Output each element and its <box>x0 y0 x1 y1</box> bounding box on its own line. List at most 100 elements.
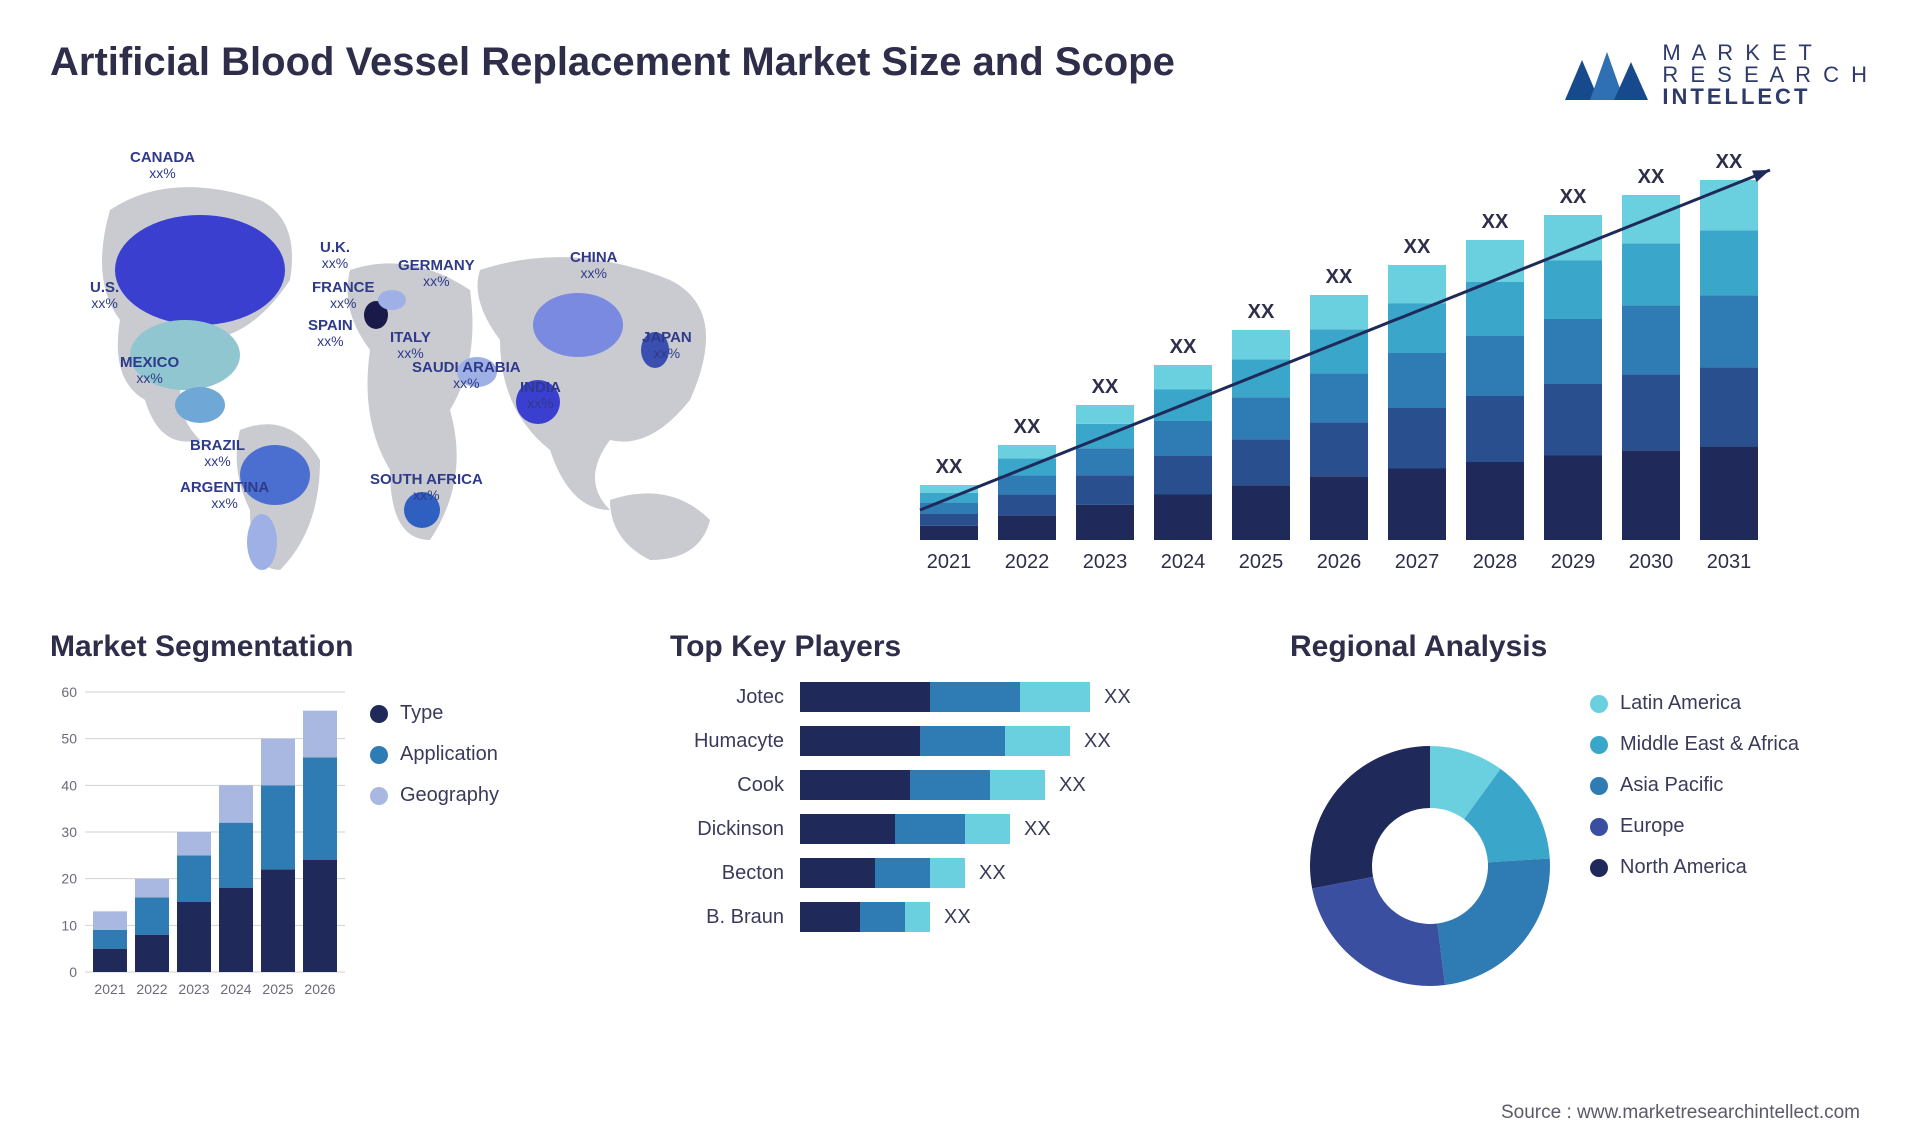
page-title: Artificial Blood Vessel Replacement Mark… <box>50 40 1175 85</box>
map-label: CANADAxx% <box>130 150 195 180</box>
svg-text:2026: 2026 <box>304 981 335 997</box>
map-label: U.K.xx% <box>320 240 350 270</box>
legend-item: Middle East & Africa <box>1590 733 1870 756</box>
map-label: SPAINxx% <box>308 318 353 348</box>
svg-text:30: 30 <box>61 824 77 840</box>
svg-text:40: 40 <box>61 777 77 793</box>
key-player-row: Cook XX <box>670 770 1250 800</box>
key-players-panel: Top Key Players JotecXXHumacyteXXCookXXD… <box>670 630 1250 1050</box>
regional-legend: Latin America Middle East & Africa Asia Pa… <box>1590 682 1870 1050</box>
key-player-value: XX <box>979 862 1006 885</box>
svg-text:2025: 2025 <box>1239 551 1284 573</box>
key-player-row: B. BraunXX <box>670 902 1250 932</box>
svg-text:XX: XX <box>1014 416 1041 438</box>
key-player-label: Humacyte <box>670 730 800 753</box>
key-players-title: Top Key Players <box>670 630 1250 664</box>
map-label: INDIAxx% <box>520 380 561 410</box>
source-text: Source : www.marketresearchintellect.com <box>1501 1102 1860 1124</box>
segmentation-panel: Market Segmentation 0 10 20 30 40 50 60 2021 202… <box>50 630 630 1050</box>
svg-text:2027: 2027 <box>1395 551 1440 573</box>
legend-item: Application <box>370 743 630 766</box>
key-player-label: Cook <box>670 774 800 797</box>
key-player-bar <box>800 770 1045 800</box>
map-label: ITALYxx% <box>390 330 431 360</box>
svg-text:XX: XX <box>1248 301 1275 323</box>
key-player-label: Jotec <box>670 686 800 709</box>
key-player-row: Jotec XX <box>670 682 1250 712</box>
map-label: SAUDI ARABIAxx% <box>412 360 521 390</box>
legend-item: Latin America <box>1590 692 1870 715</box>
svg-text:XX: XX <box>1716 151 1743 173</box>
map-label: BRAZILxx% <box>190 438 245 468</box>
map-label: JAPANxx% <box>642 330 692 360</box>
svg-text:XX: XX <box>1092 376 1119 398</box>
svg-text:XX: XX <box>1482 211 1509 233</box>
svg-text:XX: XX <box>1638 166 1665 188</box>
legend-item: North America <box>1590 856 1870 879</box>
legend-item: Asia Pacific <box>1590 774 1870 797</box>
key-player-value: XX <box>1059 774 1086 797</box>
key-player-value: XX <box>1084 730 1111 753</box>
regional-donut <box>1290 682 1570 1050</box>
svg-text:XX: XX <box>1560 186 1587 208</box>
svg-text:2028: 2028 <box>1473 551 1518 573</box>
svg-text:2025: 2025 <box>262 981 293 997</box>
regional-title: Regional Analysis <box>1290 630 1870 664</box>
logo-text-1: M A R K E T <box>1662 42 1870 64</box>
svg-text:2024: 2024 <box>1161 551 1206 573</box>
legend-item: Europe <box>1590 815 1870 838</box>
svg-text:2029: 2029 <box>1551 551 1596 573</box>
segmentation-chart: 0102030405060202120222023202420252026 <box>50 682 350 1050</box>
key-player-bar <box>800 682 1090 712</box>
key-player-value: XX <box>1024 818 1051 841</box>
map-label: ARGENTINAxx% <box>180 480 269 510</box>
brand-logo: M A R K E T R E S E A R C H INTELLECT <box>1560 40 1870 110</box>
key-player-row: Dickinson XX <box>670 814 1250 844</box>
svg-text:2023: 2023 <box>178 981 209 997</box>
svg-text:10: 10 <box>61 917 77 933</box>
key-player-row: Humacyte XX <box>670 726 1250 756</box>
logo-text-3: INTELLECT <box>1662 86 1870 108</box>
svg-text:XX: XX <box>1404 236 1431 258</box>
regional-panel: Regional Analysis Latin America Middle Ea… <box>1290 630 1870 1050</box>
svg-text:50: 50 <box>61 731 77 747</box>
svg-text:0: 0 <box>69 964 77 980</box>
map-label: SOUTH AFRICAxx% <box>370 472 483 502</box>
key-player-bar <box>800 858 965 888</box>
svg-text:2030: 2030 <box>1629 551 1674 573</box>
map-label: MEXICOxx% <box>120 355 179 385</box>
svg-text:2031: 2031 <box>1707 551 1752 573</box>
svg-text:XX: XX <box>1326 266 1353 288</box>
svg-text:2021: 2021 <box>94 981 125 997</box>
key-player-label: Becton <box>670 862 800 885</box>
svg-text:2023: 2023 <box>1083 551 1128 573</box>
logo-text-2: R E S E A R C H <box>1662 64 1870 86</box>
svg-text:20: 20 <box>61 871 77 887</box>
segmentation-title: Market Segmentation <box>50 630 630 664</box>
key-player-label: Dickinson <box>670 818 800 841</box>
svg-text:XX: XX <box>936 456 963 478</box>
svg-text:XX: XX <box>1170 336 1197 358</box>
svg-text:2022: 2022 <box>136 981 167 997</box>
key-player-bar <box>800 814 1010 844</box>
world-map-panel: CANADAxx% U.S.xx% MEXICOxx% BRAZILxx% ARGENT… <box>50 140 790 580</box>
segmentation-legend: Type Application Geography <box>370 682 630 1050</box>
map-label: U.S.xx% <box>90 280 119 310</box>
key-player-value: XX <box>1104 686 1131 709</box>
logo-mark-icon <box>1560 40 1650 110</box>
growth-chart: XX 2021 XX 2022 XX 2023 XX 2024 XX 2025 XX 2026 XX 20… <box>830 140 1870 580</box>
svg-text:2026: 2026 <box>1317 551 1362 573</box>
key-player-bar <box>800 726 1070 756</box>
legend-item: Type <box>370 702 630 725</box>
legend-item: Geography <box>370 784 630 807</box>
key-player-label: B. Braun <box>670 906 800 929</box>
map-label: FRANCExx% <box>312 280 375 310</box>
key-player-bar <box>800 902 930 932</box>
key-players-chart: JotecXXHumacyteXXCookXXDickinsonXXBecton… <box>670 682 1250 1050</box>
key-player-row: Becton XX <box>670 858 1250 888</box>
map-label: CHINAxx% <box>570 250 618 280</box>
svg-text:2022: 2022 <box>1005 551 1050 573</box>
svg-text:2021: 2021 <box>927 551 972 573</box>
map-label: GERMANYxx% <box>398 258 475 288</box>
svg-text:60: 60 <box>61 684 77 700</box>
